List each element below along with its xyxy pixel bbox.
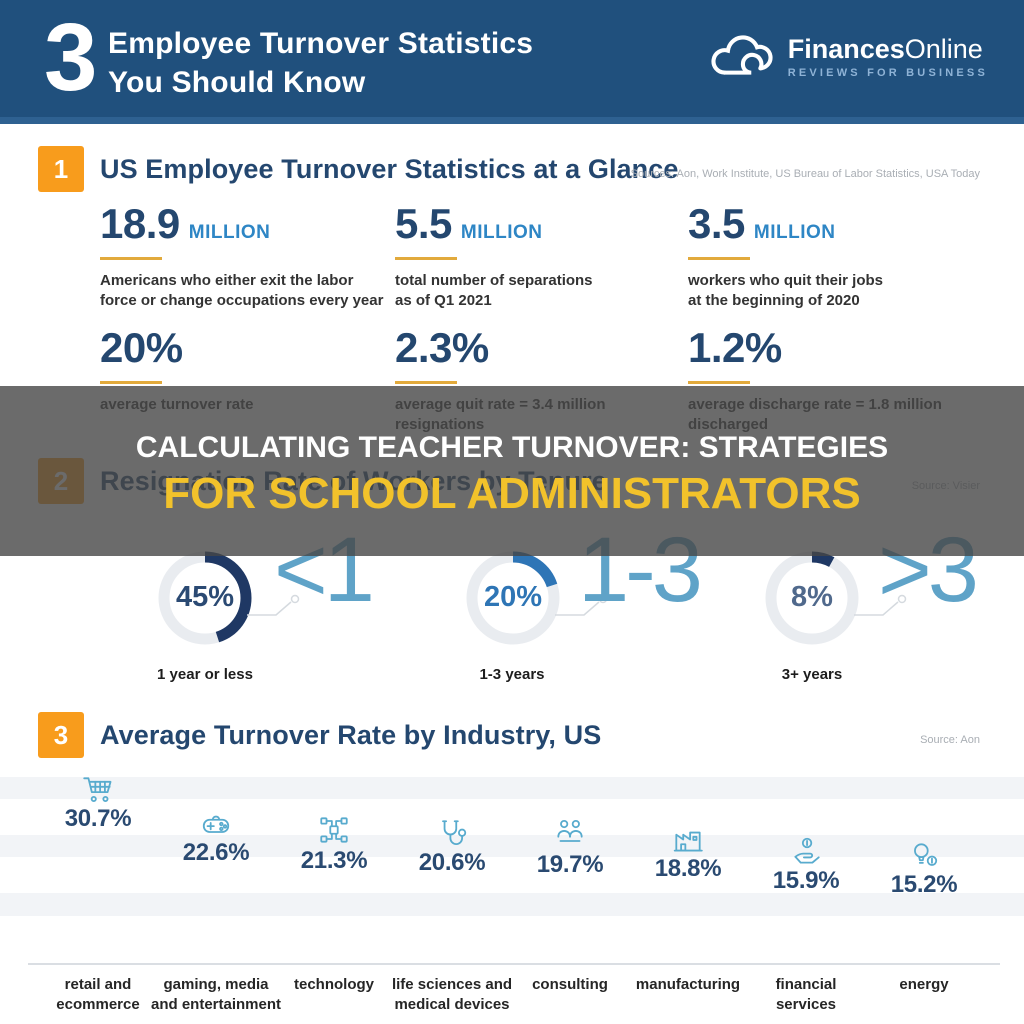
circuit-icon [320,817,348,843]
bulb-dollar-icon [914,843,938,866]
factory-icon [673,831,703,852]
gamepad-icon [202,815,230,833]
logo-text: FinancesOnline REVIEWS FOR BUSINESS [788,34,988,79]
stat-value: 1.2% [688,324,782,371]
donut-percentage: 20% [483,581,543,613]
donut-chart-svg [158,551,300,645]
bar-value-label: 15.9% [772,867,840,894]
header-accent-strip [0,117,1024,124]
stat-underline [688,257,750,260]
stat-underline [100,381,162,384]
donut-caption: 3+ years [781,666,843,683]
stat-3-5-million: 3.5 MILLION workers who quit their jobs at… [688,200,883,311]
section1-badge: 1 [38,146,84,192]
donut-chart-svg [466,551,608,645]
bar-consulting: 19.7% consulting [505,765,635,1015]
bar-manufacturing: 18.8% manufacturing [623,765,753,1015]
bar-life-sciences-medical: 20.6% life sciences and medical devices [387,765,517,1015]
header-title-line2: You Should Know [108,66,366,99]
shopping-cart-icon [83,777,112,803]
donut-caption: 1-3 years [479,666,545,683]
bar-category-label: gaming, media and entertainment [150,976,282,1013]
donut-percentage: 45% [175,581,235,613]
section3-title: Average Turnover Rate by Industry, US [100,720,602,750]
chart-grid-band [0,835,1024,857]
hand-coin-icon [794,837,820,864]
bar-value-label: 19.7% [536,851,604,878]
stat-value: 5.5 [395,200,452,247]
stat-underline [688,381,750,384]
section1-source: Sources: Aon, Work Institute, US Bureau … [630,168,980,180]
bar-gaming-media-entertainment: 22.6% gaming, media and entertainment [151,765,281,1015]
bar-value-label: 22.6% [182,839,250,866]
stat-description: total number of separations as of Q1 2021 [395,272,593,309]
bar-category-label: financial services [775,976,837,1013]
bar-category-label: manufacturing [635,976,741,993]
chart-grid-band [0,893,1024,916]
stat-underline [100,257,162,260]
logo-brand: FinancesOnline [788,34,988,64]
stat-value: 18.9 [100,200,180,247]
header-banner: 3 Employee Turnover Statistics You Shoul… [0,0,1024,117]
stat-unit: MILLION [753,222,836,243]
article-title-line1: CALCULATING TEACHER TURNOVER: STRATEGIES [135,431,889,464]
stethoscope-icon [442,820,467,845]
bar-value-label: 18.8% [654,855,722,882]
stat-underline [395,381,457,384]
bar-category-label: consulting [532,976,608,993]
bar-category-label: life sciences and medical devices [391,976,513,1013]
donut-1-year-or-less: 45% [150,543,330,658]
cloud-logo-icon [711,35,773,75]
stat-description: Americans who either exit the labor force… [100,272,384,309]
stat-unit: MILLION [460,222,543,243]
bar-financial-services: 15.9% financial services [741,765,871,1015]
stat-value: 20% [100,324,183,371]
donut-chart-svg [765,551,907,645]
chart-grid-band [0,777,1024,799]
header-count: 3 [44,4,98,111]
stat-unit: MILLION [188,222,271,243]
bar-technology: 21.3% technology [269,765,399,1015]
bar-retail-ecommerce: 30.7% retail and ecommerce [33,765,163,1015]
section3-badge: 3 [38,712,84,758]
donut-1-3-years: 20% [458,543,638,658]
section1-title: US Employee Turnover Statistics at a Gla… [100,154,679,184]
section3-source: Source: Aon [920,734,980,746]
header-title-line1: Employee Turnover Statistics [108,27,534,60]
article-title-overlay: CALCULATING TEACHER TURNOVER: STRATEGIES… [0,386,1024,556]
donut-caption: 1 year or less [157,666,253,683]
chart-baseline [28,963,1000,965]
financesonline-logo: FinancesOnline REVIEWS FOR BUSINESS [704,30,988,82]
bar-category-label: technology [293,976,374,993]
donut-3-plus-years: 8% [757,543,937,658]
header-title: Employee Turnover Statistics You Should … [108,24,533,102]
bar-value-label: 21.3% [300,847,368,874]
logo-brand-light: Online [904,33,983,64]
bar-category-label: retail and ecommerce [56,976,140,1013]
bar-category-label: energy [899,976,949,993]
team-icon [557,819,583,842]
bar-value-label: 20.6% [418,849,486,876]
article-title-line2: FOR SCHOOL ADMINISTRATORS [163,469,861,518]
stat-value: 2.3% [395,324,489,371]
logo-brand-bold: Finances [787,33,905,64]
bar-value-label: 15.2% [890,871,958,898]
bar-value-label: 30.7% [64,805,132,832]
stat-value: 3.5 [688,200,745,247]
bar-energy: 15.2% energy [859,765,989,1015]
stat-underline [395,257,457,260]
stat-5-5-million: 5.5 MILLION total number of separations as… [395,200,593,311]
stat-18-9-million: 18.9 MILLION Americans who either exit th… [100,200,383,311]
donut-percentage: 8% [791,581,833,613]
logo-tagline: REVIEWS FOR BUSINESS [787,66,988,79]
stat-description: workers who quit their jobs at the beginn… [688,272,884,309]
